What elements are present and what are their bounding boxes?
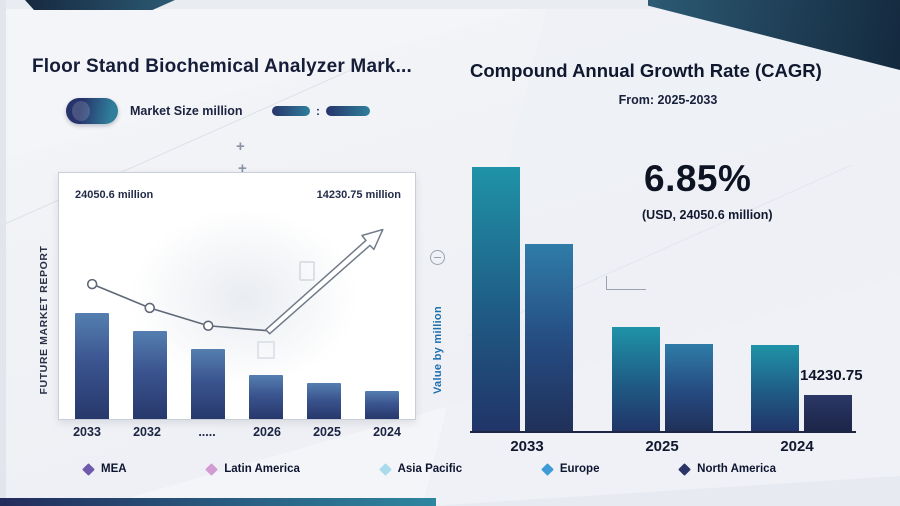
- legend-item: Europe: [540, 462, 600, 476]
- legend-diamond-icon: [378, 462, 392, 476]
- legend-item: North America: [678, 462, 776, 476]
- legend-item-label: Europe: [559, 463, 600, 475]
- bar: [133, 331, 167, 419]
- pill-separator: :: [316, 104, 320, 118]
- start-value-annotation: 24050.6 million: [75, 189, 154, 201]
- bar-group: [611, 327, 713, 432]
- bar-group: [751, 345, 852, 432]
- legend-item: Asia Pacific: [378, 462, 463, 476]
- watermark-blob: [129, 208, 359, 388]
- bar-value-annotation: 14230.75: [800, 367, 863, 384]
- market-size-legend: Market Size million: [66, 98, 243, 124]
- bar: [804, 395, 852, 432]
- future-market-report-label: FUTURE MARKET REPORT: [38, 245, 50, 395]
- x-axis-label: 2033: [510, 438, 544, 455]
- bar: [611, 327, 660, 432]
- legend-item-label: North America: [697, 463, 776, 475]
- bar: [525, 244, 573, 432]
- left-chart-panel: 24050.6 million 14230.75 million: [58, 172, 416, 420]
- left-xaxis: 2033 2032..... 2026 2025 2024: [58, 425, 416, 439]
- bar: [365, 391, 399, 419]
- plus-decor-icon: +: [238, 160, 247, 177]
- legend-item-label: MEA: [101, 463, 127, 475]
- right-chart-subtitle: From: 2025-2033: [618, 93, 718, 107]
- market-size-legend-label: Market Size million: [130, 104, 243, 118]
- value-by-million-label: Value by million: [432, 306, 444, 394]
- bar: [249, 375, 283, 419]
- pill-bar-icon: [272, 106, 310, 116]
- legend-item: Latin America: [205, 462, 300, 476]
- decor-pill-bars: :: [272, 104, 370, 118]
- legend-item: MEA: [82, 462, 127, 476]
- x-axis-label: 2025: [313, 425, 341, 439]
- legend-diamond-icon: [540, 462, 554, 476]
- bar: [664, 344, 713, 432]
- left-bars: [69, 289, 405, 419]
- footer-legend: MEA Latin America Asia Pacific Europe North …: [82, 462, 776, 476]
- right-chart-title: Compound Annual Growth Rate (CAGR): [470, 60, 822, 81]
- circle-dash-icon: [430, 250, 445, 265]
- bar-group: [472, 167, 573, 432]
- step-bracket-decor: [606, 276, 646, 290]
- end-value-annotation: 14230.75 million: [316, 189, 401, 201]
- x-axis-label: 2026: [253, 425, 281, 439]
- x-axis-label: 2032: [133, 425, 161, 439]
- bar: [307, 383, 341, 419]
- x-axis-label: 2024: [373, 425, 401, 439]
- bar: [751, 345, 799, 432]
- left-edge-strip: [0, 0, 6, 506]
- x-axis-label: .....: [198, 425, 216, 439]
- bar: [472, 167, 520, 432]
- bar: [75, 313, 109, 419]
- document-watermark-icon: [299, 261, 315, 281]
- plus-decor-icon: +: [236, 138, 245, 155]
- top-left-corner-shape: [25, 0, 175, 10]
- right-bars: [472, 148, 852, 432]
- legend-item-label: Asia Pacific: [397, 463, 463, 475]
- cagr-detail: (USD, 24050.6 million): [642, 208, 773, 222]
- legend-diamond-icon: [205, 462, 219, 476]
- left-chart-title: Floor Stand Biochemical Analyzer Mark...: [32, 56, 413, 77]
- cagr-value: 6.85%: [644, 158, 752, 199]
- right-chart-baseline: [470, 431, 856, 433]
- legend-diamond-icon: [82, 462, 95, 476]
- x-axis-label: 2024: [780, 438, 814, 455]
- x-axis-label: 2025: [645, 438, 679, 455]
- bottom-gradient-strip: [0, 498, 436, 506]
- top-strip: [0, 0, 660, 9]
- legend-diamond-icon: [678, 462, 692, 476]
- legend-item-label: Latin America: [224, 463, 300, 475]
- trend-line-and-arrow: [86, 228, 384, 335]
- pill-bar-icon: [326, 106, 370, 116]
- bar: [191, 349, 225, 419]
- x-axis-label: 2033: [73, 425, 101, 439]
- square-watermark-icon: [257, 341, 275, 359]
- right-xaxis: 2033 2025 2024: [472, 438, 852, 455]
- cylinder-icon: [66, 98, 118, 124]
